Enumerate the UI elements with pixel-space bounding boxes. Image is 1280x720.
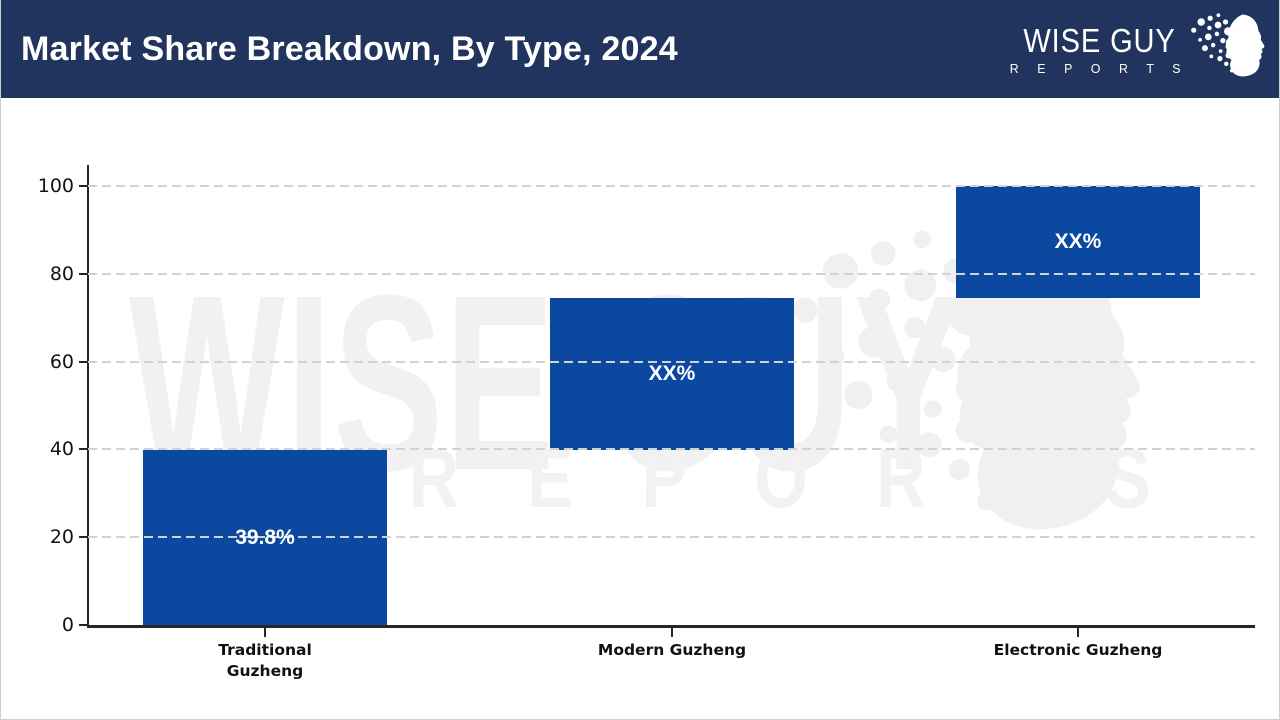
y-tick-mark-100 [79,185,88,187]
wise-guy-reports-logo: WISE GUY R E P O R T S [1005,8,1279,92]
bar-value-label-1: 39.8% [235,525,295,549]
y-tick-mark-60 [79,360,88,363]
header-bar: Market Share Breakdown, By Type, 2024 WI… [1,0,1279,98]
x-tick-mark-3 [1077,628,1079,637]
y-tick-label-80: 80 [49,262,74,285]
x-category-label-line: Traditional [218,641,312,659]
bar-value-label-2: XX% [648,361,696,385]
y-tick-label-0: 0 [61,614,74,636]
x-category-label-2: Modern Guzheng [598,640,746,661]
x-category-label-1: Traditional Guzheng [218,640,312,682]
logo-text: WISE GUY R E P O R T S [1005,24,1193,76]
x-tick-mark-1 [264,628,266,637]
gridline-20 [88,536,1255,539]
y-tick-mark-0 [79,624,88,626]
logo-subtitle: R E P O R T S [1009,61,1189,76]
y-tick-mark-20 [79,536,88,539]
bar-2 [550,297,794,451]
y-axis-line [87,165,89,627]
y-tick-mark-40 [79,448,88,451]
bar-value-label-3: XX% [1054,229,1102,253]
y-tick-label-100: 100 [37,175,74,197]
x-category-label-3: Electronic Guzheng [994,640,1163,661]
bar-chart: 39.8% XX% XX% 0 20 40 60 80 100 Traditional Guzh… [1,98,1279,719]
gridline-60 [88,360,1255,363]
gridline-100 [88,185,1255,187]
dotted-head-profile-icon [1191,13,1265,77]
page-title: Market Share Breakdown, By Type, 2024 [21,29,678,68]
logo-wordmark: WISE GUY [1022,22,1176,59]
x-tick-mark-2 [671,628,673,637]
gridline-80 [88,272,1255,275]
gridline-40 [88,448,1255,451]
y-tick-label-20: 20 [49,526,74,549]
y-tick-label-40: 40 [49,438,74,461]
x-category-label-line: Guzheng [226,662,304,680]
x-category-label-line: Modern Guzheng [597,641,747,659]
y-tick-label-60: 60 [49,350,74,373]
x-category-label-line: Electronic Guzheng [993,641,1163,659]
y-tick-mark-80 [79,272,88,275]
x-axis-line [87,625,1255,628]
